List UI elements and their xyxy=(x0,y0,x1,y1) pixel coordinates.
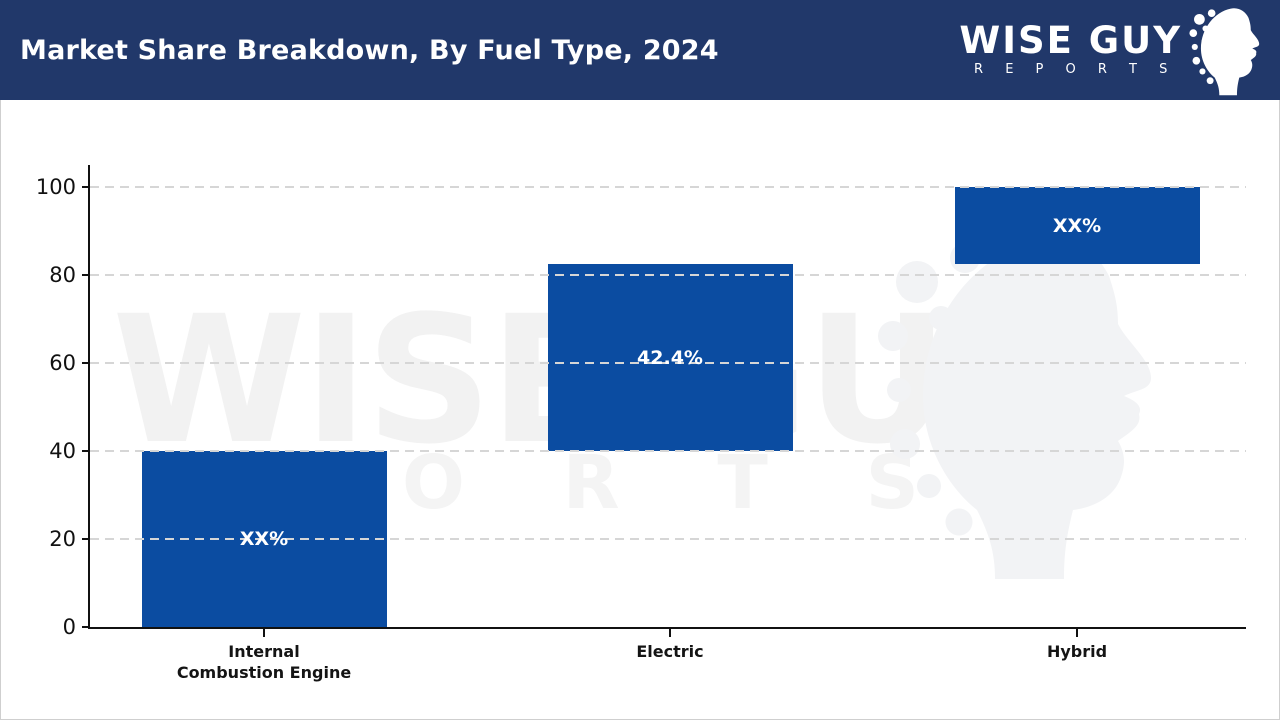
bar-electric xyxy=(547,264,793,451)
y-tick-label: 100 xyxy=(35,175,76,199)
bar-hybrid xyxy=(954,187,1200,265)
brand-logo-text: WISE GUY R E P O R T S xyxy=(959,22,1182,78)
bar-value-label: XX% xyxy=(239,528,289,550)
brand-name: WISE GUY xyxy=(959,19,1182,62)
gridline-y80 xyxy=(90,274,1246,276)
x-tick-mark xyxy=(1076,629,1078,637)
x-category-label: Internal Combustion Engine xyxy=(176,642,352,682)
y-tick-mark xyxy=(82,450,90,452)
x-category-label: Electric xyxy=(636,642,704,661)
brand-head-icon xyxy=(1189,8,1260,96)
y-tick-label: 60 xyxy=(49,351,76,375)
y-tick-label: 20 xyxy=(49,527,76,551)
bar-value-label: 42.4% xyxy=(637,346,703,369)
gridline-y20 xyxy=(90,538,1246,540)
watermark-head-icon xyxy=(878,238,1151,580)
chart-title: Market Share Breakdown, By Fuel Type, 20… xyxy=(20,34,719,66)
brand-logo: WISE GUY R E P O R T S xyxy=(959,4,1280,96)
y-tick-mark xyxy=(82,274,90,276)
y-tick-mark xyxy=(82,186,90,188)
gridline-y60 xyxy=(90,362,1246,364)
header-band: Market Share Breakdown, By Fuel Type, 20… xyxy=(0,0,1280,100)
y-tick-mark xyxy=(82,362,90,364)
x-tick-mark xyxy=(263,629,265,637)
brand-subtitle: R E P O R T S xyxy=(974,62,1177,77)
y-tick-mark xyxy=(82,538,90,540)
x-axis-line xyxy=(88,627,1246,629)
y-tick-label: 0 xyxy=(62,615,76,639)
y-tick-label: 80 xyxy=(49,263,76,287)
y-axis-line xyxy=(88,165,90,629)
bar-value-label: XX% xyxy=(1052,214,1102,237)
x-tick-mark xyxy=(669,629,671,637)
y-tick-label: 40 xyxy=(49,439,76,463)
y-tick-mark xyxy=(82,626,90,628)
x-category-label: Hybrid xyxy=(1046,642,1108,661)
gridline-y100 xyxy=(90,186,1246,188)
gridline-y40 xyxy=(90,450,1246,452)
